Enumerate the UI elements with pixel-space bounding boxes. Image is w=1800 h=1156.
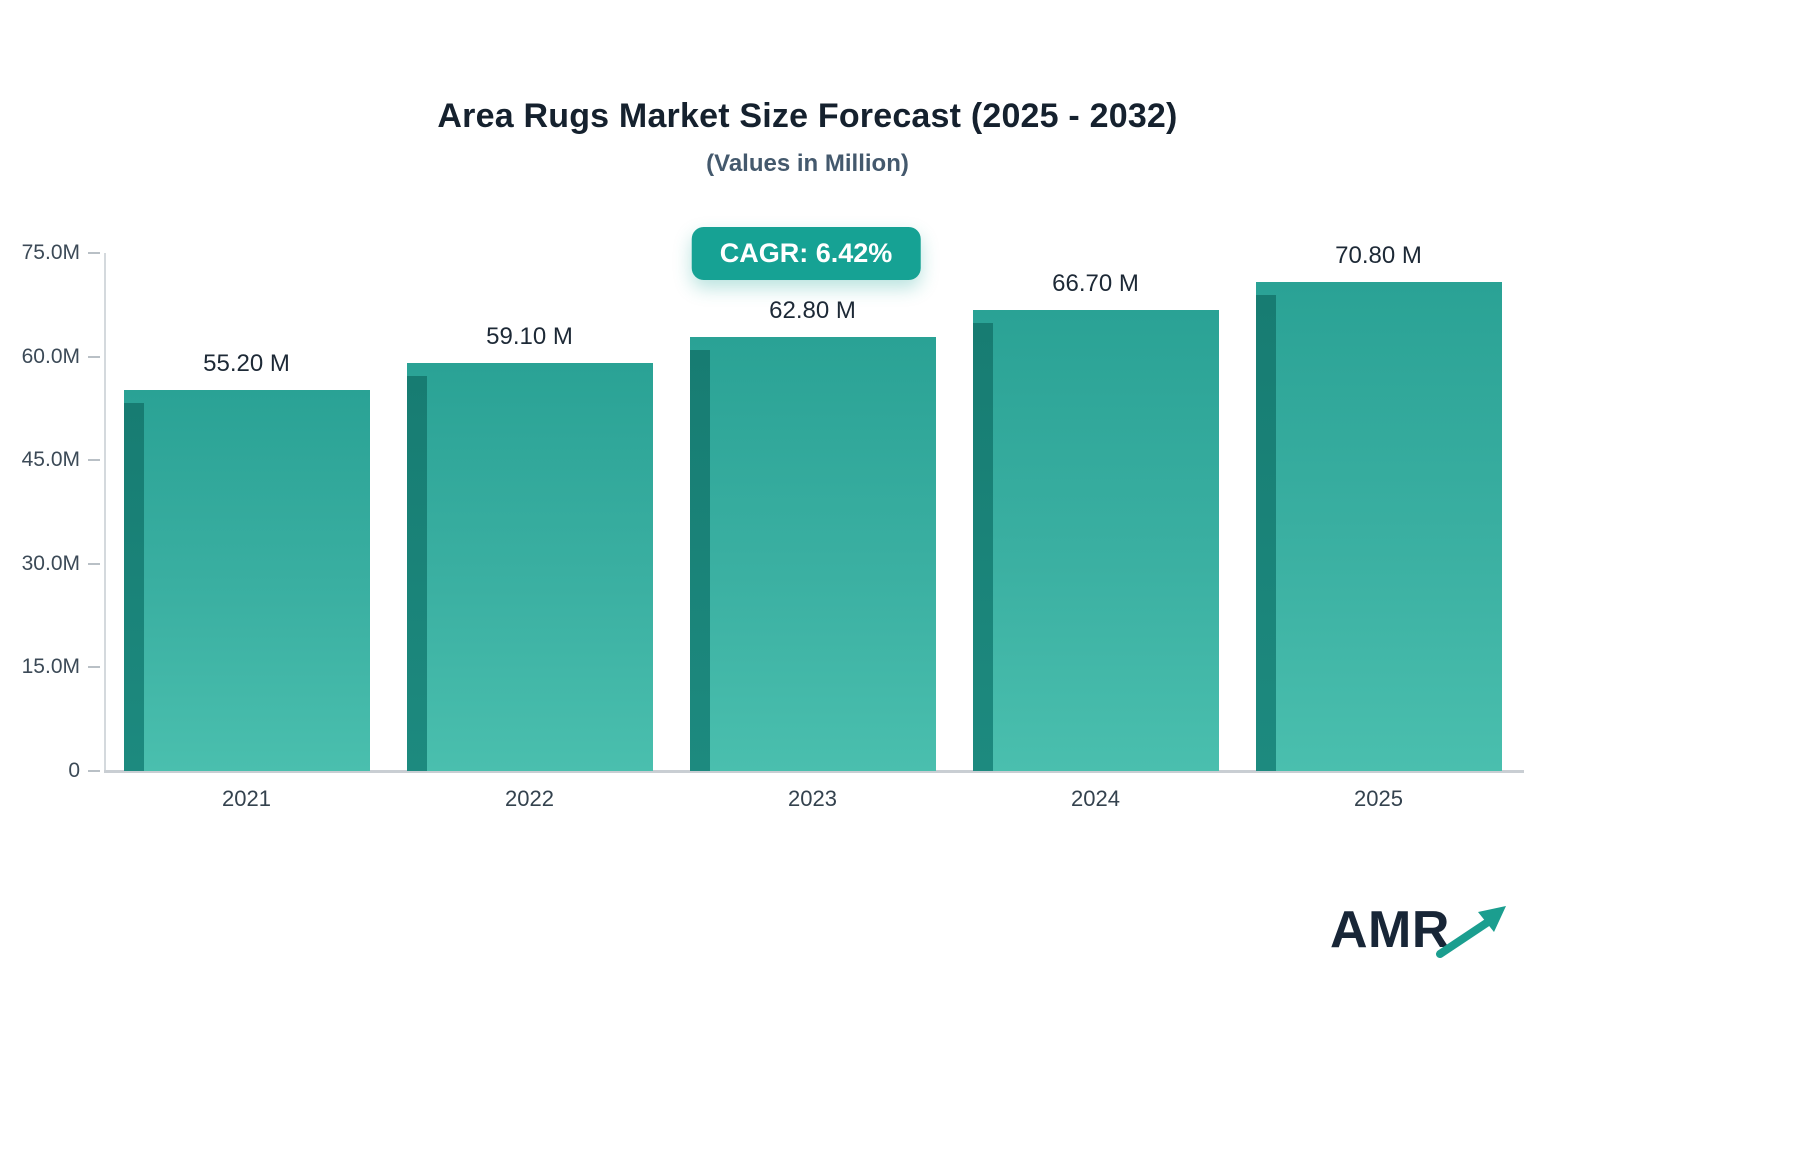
- bar-side-shade: [972, 323, 993, 771]
- bar-2025: 70.80 M: [1255, 242, 1502, 771]
- bar-body: [1255, 282, 1502, 771]
- y-tick-label: 30.0M: [21, 551, 80, 575]
- y-tick-mark: [88, 252, 100, 254]
- bar-side-shade: [406, 375, 427, 771]
- x-axis-label: 2021: [222, 786, 271, 811]
- chart-subtitle: (Values in Million): [706, 150, 909, 177]
- bar-side-shade: [689, 350, 710, 771]
- x-axis-baseline: [104, 770, 1524, 773]
- bar-2023: 62.80 M: [689, 297, 936, 771]
- y-tick-mark: [88, 355, 100, 358]
- bar-side-shade: [123, 402, 144, 771]
- bar-body: [123, 389, 370, 771]
- growth-arrow-icon: [1436, 906, 1506, 958]
- y-tick-label: 75.0M: [21, 241, 80, 264]
- cagr-badge: CAGR: 6.42%: [691, 227, 921, 280]
- bar-value-label: 55.20 M: [203, 349, 290, 377]
- brand-logo-text: AMR: [1330, 901, 1450, 959]
- y-axis-line: [104, 253, 106, 771]
- x-axis-label: 2025: [1354, 786, 1403, 811]
- bar-value-label: 70.80 M: [1335, 242, 1422, 269]
- y-tick-mark: [88, 770, 100, 772]
- bar-body: [689, 337, 936, 771]
- bar-value-label: 59.10 M: [486, 322, 573, 350]
- chart-title: Area Rugs Market Size Forecast (2025 - 2…: [437, 97, 1178, 135]
- y-tick-mark: [88, 562, 100, 565]
- y-tick-mark: [88, 459, 100, 462]
- bar-value-label: 66.70 M: [1052, 270, 1139, 298]
- y-tick-label: 0: [68, 759, 80, 782]
- bar-value-label: 62.80 M: [769, 297, 856, 325]
- y-tick-label: 60.0M: [21, 344, 80, 368]
- bar-2021: 55.20 M: [123, 350, 370, 771]
- bar-side-shade: [1255, 295, 1276, 771]
- brand-logo: AMR: [1330, 900, 1520, 970]
- y-tick-label: 15.0M: [21, 655, 80, 679]
- bar-2024: 66.70 M: [972, 270, 1219, 771]
- bar-2022: 59.10 M: [406, 323, 653, 771]
- x-axis-label: 2024: [1071, 786, 1120, 811]
- y-tick-mark: [88, 666, 100, 669]
- bar-body: [972, 310, 1219, 771]
- bar-body: [406, 362, 653, 771]
- x-axis-label: 2023: [788, 786, 837, 811]
- x-axis-label: 2022: [505, 786, 554, 811]
- y-tick-label: 45.0M: [21, 448, 80, 472]
